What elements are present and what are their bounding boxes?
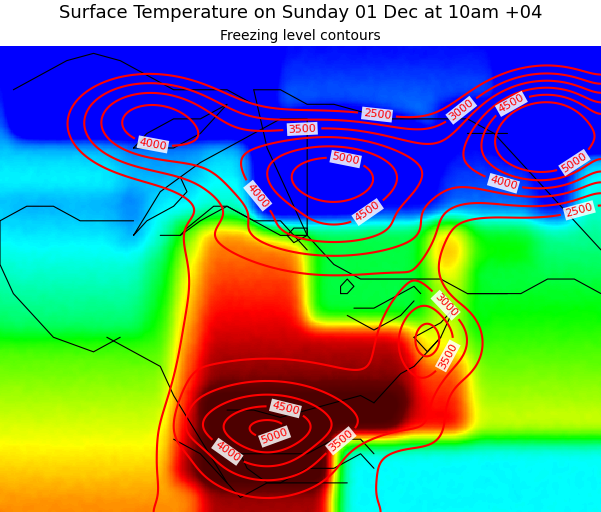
Text: 3500: 3500	[327, 428, 355, 454]
Text: 3500: 3500	[288, 123, 317, 135]
Text: Surface Temperature on Sunday 01 Dec at 10am +04: Surface Temperature on Sunday 01 Dec at …	[59, 4, 542, 22]
Text: 4000: 4000	[245, 182, 270, 210]
Text: 4500: 4500	[496, 93, 526, 115]
Text: 5000: 5000	[260, 427, 290, 446]
Text: 2500: 2500	[564, 202, 594, 219]
Text: 4500: 4500	[270, 400, 300, 417]
Text: 4000: 4000	[138, 137, 168, 152]
Text: 4000: 4000	[489, 175, 518, 192]
Text: 5000: 5000	[560, 151, 589, 175]
Text: 2500: 2500	[362, 108, 391, 121]
Text: 3000: 3000	[447, 98, 475, 123]
Text: 3000: 3000	[432, 292, 459, 319]
Text: 4000: 4000	[213, 440, 242, 464]
Text: 3500: 3500	[437, 341, 459, 371]
Text: 4500: 4500	[353, 200, 382, 224]
Text: 5000: 5000	[331, 152, 361, 167]
Text: Freezing level contours: Freezing level contours	[220, 29, 381, 43]
